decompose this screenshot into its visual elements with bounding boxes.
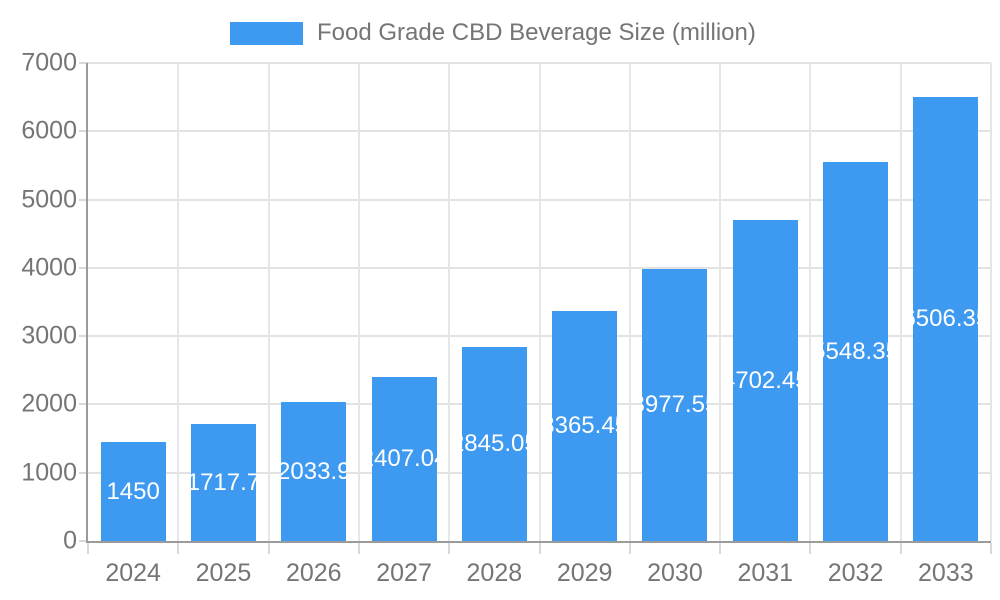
- y-axis-tick: [79, 266, 88, 269]
- bar-2033[interactable]: 6506.35: [913, 97, 979, 541]
- v-gridline: [267, 63, 270, 541]
- y-axis-tick: [79, 62, 88, 64]
- x-axis-label: 2028: [466, 559, 523, 587]
- v-gridline: [899, 63, 902, 541]
- bar-2024[interactable]: 1450: [100, 442, 166, 541]
- bar-2032[interactable]: 5548.35: [823, 162, 889, 541]
- x-axis-tick: [177, 543, 180, 554]
- bar-value-label: 4702.45: [733, 366, 798, 394]
- v-gridline: [990, 63, 992, 541]
- bar-2029[interactable]: 3365.45: [552, 311, 618, 541]
- y-axis-label: 2000: [21, 389, 77, 418]
- x-axis-tick: [448, 543, 451, 554]
- y-axis-line: [86, 63, 88, 541]
- bar-value-label: 2033.9: [281, 457, 347, 485]
- y-axis-label: 7000: [21, 48, 77, 77]
- x-axis-label: 2033: [918, 559, 974, 587]
- legend-item[interactable]: Food Grade CBD Beverage Size (million): [230, 19, 756, 46]
- x-axis-tick: [899, 543, 902, 554]
- x-axis-label: 2029: [556, 559, 613, 587]
- y-axis-tick: [79, 471, 88, 474]
- bar-value-label: 1450: [106, 477, 160, 505]
- bar-2028[interactable]: 2845.05: [461, 347, 527, 541]
- x-axis-tick: [719, 543, 722, 554]
- y-axis-label: 0: [63, 526, 77, 555]
- x-axis-label: 2032: [827, 559, 884, 587]
- v-gridline: [809, 63, 812, 541]
- x-axis-tick: [538, 543, 541, 554]
- v-gridline: [628, 63, 631, 541]
- y-axis-label: 3000: [21, 321, 77, 350]
- x-axis-line: [86, 541, 991, 543]
- v-gridline: [719, 63, 722, 541]
- v-gridline: [177, 63, 180, 541]
- bar-value-label: 3977.55: [642, 391, 707, 418]
- x-axis-tick: [267, 543, 270, 554]
- y-axis-label: 4000: [21, 253, 77, 282]
- x-axis-label: 2031: [737, 559, 794, 587]
- x-axis-tick: [990, 543, 992, 554]
- bar-2027[interactable]: 2407.04: [371, 377, 437, 541]
- x-axis-label: 2026: [285, 559, 342, 587]
- x-axis-label: 2024: [105, 559, 161, 587]
- y-axis-label: 6000: [21, 116, 77, 145]
- legend-label: Food Grade CBD Beverage Size (million): [317, 19, 756, 46]
- v-gridline: [538, 63, 541, 541]
- legend-swatch: [230, 21, 303, 45]
- y-axis-label: 5000: [21, 185, 77, 214]
- x-axis-label: 2030: [647, 559, 703, 587]
- bar-2030[interactable]: 3977.55: [642, 269, 708, 541]
- y-axis-tick: [79, 198, 88, 201]
- bar-value-label: 2407.04: [372, 445, 437, 472]
- bar-2031[interactable]: 4702.45: [732, 220, 798, 541]
- x-axis-tick: [357, 543, 360, 554]
- bar-2025[interactable]: 1717.7: [190, 424, 256, 541]
- y-axis-tick: [79, 335, 88, 338]
- x-axis-label: 2025: [195, 559, 252, 587]
- bar-value-label: 1717.7: [190, 468, 256, 496]
- bar-2026[interactable]: 2033.9: [281, 402, 347, 541]
- bar-value-label: 6506.35: [913, 305, 978, 332]
- y-axis-tick: [79, 403, 88, 406]
- bar-value-label: 5548.35: [823, 337, 888, 365]
- x-axis-tick: [87, 543, 89, 554]
- y-axis-tick: [79, 540, 88, 542]
- v-gridline: [357, 63, 360, 541]
- y-axis-label: 1000: [21, 458, 77, 487]
- v-gridline: [448, 63, 451, 541]
- x-axis-tick: [628, 543, 631, 554]
- x-axis-tick: [809, 543, 812, 554]
- bar-value-label: 2845.05: [462, 430, 527, 457]
- x-axis-label: 2027: [376, 559, 432, 587]
- y-axis-tick: [79, 130, 88, 133]
- bar-value-label: 3365.45: [552, 412, 617, 439]
